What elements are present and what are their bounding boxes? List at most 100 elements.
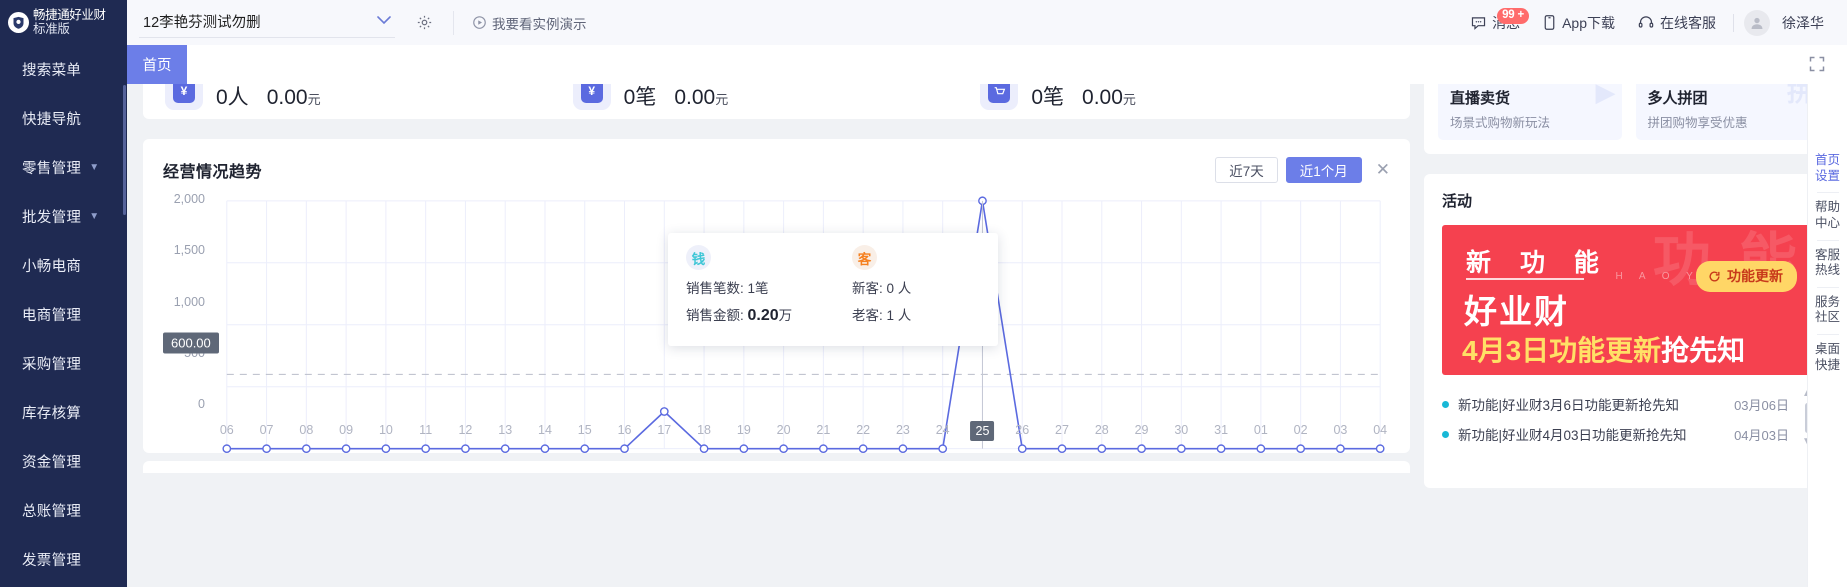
header-divider — [453, 10, 454, 35]
rail-item-home-settings[interactable]: 首页 设置 — [1808, 146, 1847, 192]
brand-block: 畅捷通好业财 标准版 — [0, 0, 127, 45]
banner-rule — [1466, 278, 1584, 280]
page-scroll-area[interactable]: ¥ 日均客单价 0人 0.00元 ¥ — [127, 84, 1847, 587]
kpi-value-amount: 0.00元 — [267, 86, 321, 110]
x-axis-tick: 18 — [697, 423, 712, 437]
org-select[interactable]: 12李艳芬测试勿删 — [139, 8, 395, 38]
rail-item-desktop-shortcut[interactable]: 桌面 快捷 — [1808, 335, 1847, 381]
rail-item-service-hotline[interactable]: 客服 热线 — [1808, 241, 1847, 287]
content-area: 首页 ¥ 日均 — [127, 45, 1847, 587]
x-axis-tick: 31 — [1214, 423, 1229, 437]
x-axis-tick: 24 — [935, 423, 950, 437]
fullscreen-icon[interactable] — [1809, 56, 1825, 72]
app-header: 畅捷通好业财 标准版 12李艳芬测试勿删 我要看实例演示 — [0, 0, 1847, 45]
sidebar-item-4[interactable]: 小畅电商 — [0, 241, 127, 290]
tooltip-label: 销售笔数: — [686, 281, 744, 296]
refresh-icon — [1709, 270, 1720, 282]
range-7d-button[interactable]: 近7天 — [1215, 157, 1278, 183]
range-1m-button[interactable]: 近1个月 — [1285, 157, 1362, 183]
settings-gear-button[interactable] — [413, 12, 435, 34]
tooltip-value: 1笔 — [747, 281, 769, 296]
user-name: 徐泽华 — [1782, 14, 1824, 31]
sidebar-item-3[interactable]: 批发管理 ▼ — [0, 192, 127, 241]
y-axis-tick: 1,000 — [173, 294, 205, 309]
sidebar: 搜索菜单 快捷导航 零售管理 ▼ 批发管理 ▼ 小畅电商 电商管理 采购管理 库存核… — [0, 45, 127, 587]
rail-item-service-community[interactable]: 服务 社区 — [1808, 288, 1847, 334]
banner-headline-yellow: 4月3日功能更新 — [1462, 335, 1662, 366]
x-axis-tick: 19 — [736, 423, 751, 437]
x-axis-tick: 09 — [339, 423, 354, 437]
x-axis-tick: 29 — [1134, 423, 1149, 437]
online-service-button[interactable]: 在线客服 — [1626, 13, 1727, 33]
sidebar-scrollbar[interactable] — [123, 85, 126, 215]
x-axis-tick-selected: 25 — [970, 421, 995, 441]
news-date: 03月06日 — [1734, 397, 1789, 413]
tab-label: 首页 — [142, 58, 172, 74]
chart-plot[interactable]: 05001,0001,5002,000060708091011121314151… — [163, 191, 1390, 445]
tooltip-line-0: 销售笔数: 1笔 — [686, 277, 814, 297]
sidebar-item-2[interactable]: 零售管理 ▼ — [0, 143, 127, 192]
sidebar-item-10[interactable]: 发票管理 — [0, 535, 127, 584]
right-column: ▶ 直播卖货 场景式购物新玩法 拼 多人拼团 拼团购物享受优惠 活动 — [1424, 84, 1833, 488]
yen-bag-icon: ¥ — [572, 84, 611, 110]
tooltip-col-money: 钱 销售笔数: 1笔 销售金额: 0.20万 — [686, 245, 814, 332]
app-download-button[interactable]: App下载 — [1531, 13, 1626, 33]
x-axis-tick: 17 — [657, 423, 672, 437]
kpi-amount-number: 0.00 — [674, 86, 716, 109]
sidebar-item-1[interactable]: 快捷导航 — [0, 94, 127, 143]
x-axis-tick: 07 — [259, 423, 274, 437]
activity-title: 活动 — [1442, 193, 1473, 210]
banner-update-chip[interactable]: 功能更新 — [1696, 261, 1797, 292]
rail-label-line1: 客服 — [1814, 247, 1840, 262]
rail-label-line1: 服务 — [1814, 294, 1840, 309]
right-rail: 首页 设置 帮助 中心 客服 热线 服务 社区 — [1807, 84, 1847, 587]
sidebar-item-7[interactable]: 库存核算 — [0, 388, 127, 437]
sidebar-item-8[interactable]: 资金管理 — [0, 437, 127, 486]
tab-home[interactable]: 首页 — [127, 45, 187, 84]
chart-tooltip: 钱 销售笔数: 1笔 销售金额: 0.20万 客 新客: 0 人 老客: 1 人 — [668, 233, 998, 346]
rail-label-line1: 桌面 — [1814, 342, 1840, 356]
yen-card-icon: ¥ — [165, 84, 203, 110]
news-item-0[interactable]: 新功能|好业财3月6日功能更新抢先知 03月06日 — [1442, 389, 1789, 419]
close-icon[interactable]: ✕ — [1375, 159, 1390, 179]
y-axis-tick: 0 — [198, 397, 205, 412]
kpi-amount-number: 0.00 — [1082, 86, 1123, 109]
rail-item-help-center[interactable]: 帮助 中心 — [1808, 193, 1847, 239]
x-axis-tick: 30 — [1174, 423, 1189, 437]
promo-item-0[interactable]: ▶ 直播卖货 场景式购物新玩法 — [1438, 84, 1622, 140]
chart-controls: 近7天 近1个月 ✕ — [1215, 157, 1390, 183]
sidebar-item-6[interactable]: 采购管理 — [0, 339, 127, 388]
sidebar-item-label: 总账管理 — [22, 504, 82, 520]
promo-card: ▶ 直播卖货 场景式购物新玩法 拼 多人拼团 拼团购物享受优惠 — [1424, 84, 1833, 154]
x-axis-tick: 27 — [1055, 423, 1069, 437]
x-axis-tick: 20 — [776, 423, 791, 437]
online-service-label: 在线客服 — [1660, 14, 1716, 31]
tooltip-value: 0 人 — [886, 281, 912, 296]
chart-title: 经营情况趋势 — [163, 164, 263, 181]
group-buy-ghost-icon: 拼 — [1786, 84, 1813, 107]
sidebar-item-label: 电商管理 — [22, 308, 82, 324]
sidebar-item-label: 采购管理 — [22, 357, 82, 373]
kpi-item-1: ¥ 收款金额 0笔 0.00元 — [572, 84, 981, 119]
messages-button[interactable]: 消息 99 + — [1459, 7, 1531, 33]
rail-label-line2: 社区 — [1814, 310, 1840, 325]
main-column: ¥ 日均客单价 0人 0.00元 ¥ — [143, 84, 1410, 473]
rail-divider — [1816, 334, 1839, 335]
header-right-group: 消息 99 + App下载 在线客服 — [1459, 7, 1847, 36]
news-title: 新功能|好业财3月6日功能更新抢先知 — [1458, 398, 1680, 413]
tooltip-line-1: 销售金额: 0.20万 — [686, 304, 814, 325]
sidebar-item-5[interactable]: 电商管理 — [0, 290, 127, 339]
tooltip-label: 老客: — [852, 308, 883, 323]
x-axis-tick: 14 — [538, 423, 552, 437]
news-item-1[interactable]: 新功能|好业财4月03日功能更新抢先知 04月03日 — [1442, 419, 1789, 449]
activity-banner[interactable]: 功 能 H A O Y E C A I 新 功 能 好业财 4月3日功能更新抢先… — [1442, 225, 1815, 375]
rail-divider — [1816, 239, 1839, 241]
promo-item-1[interactable]: 拼 多人拼团 拼团购物享受优惠 — [1635, 84, 1819, 140]
demo-link-label: 我要看实例演示 — [492, 16, 587, 32]
user-menu[interactable]: 徐泽华 — [1740, 9, 1835, 36]
sidebar-item-0[interactable]: 搜索菜单 — [0, 45, 127, 94]
headset-icon — [1638, 16, 1654, 28]
demo-link[interactable]: 我要看实例演示 — [472, 13, 587, 33]
x-axis-tick: 01 — [1253, 423, 1268, 437]
sidebar-item-9[interactable]: 总账管理 — [0, 486, 127, 535]
